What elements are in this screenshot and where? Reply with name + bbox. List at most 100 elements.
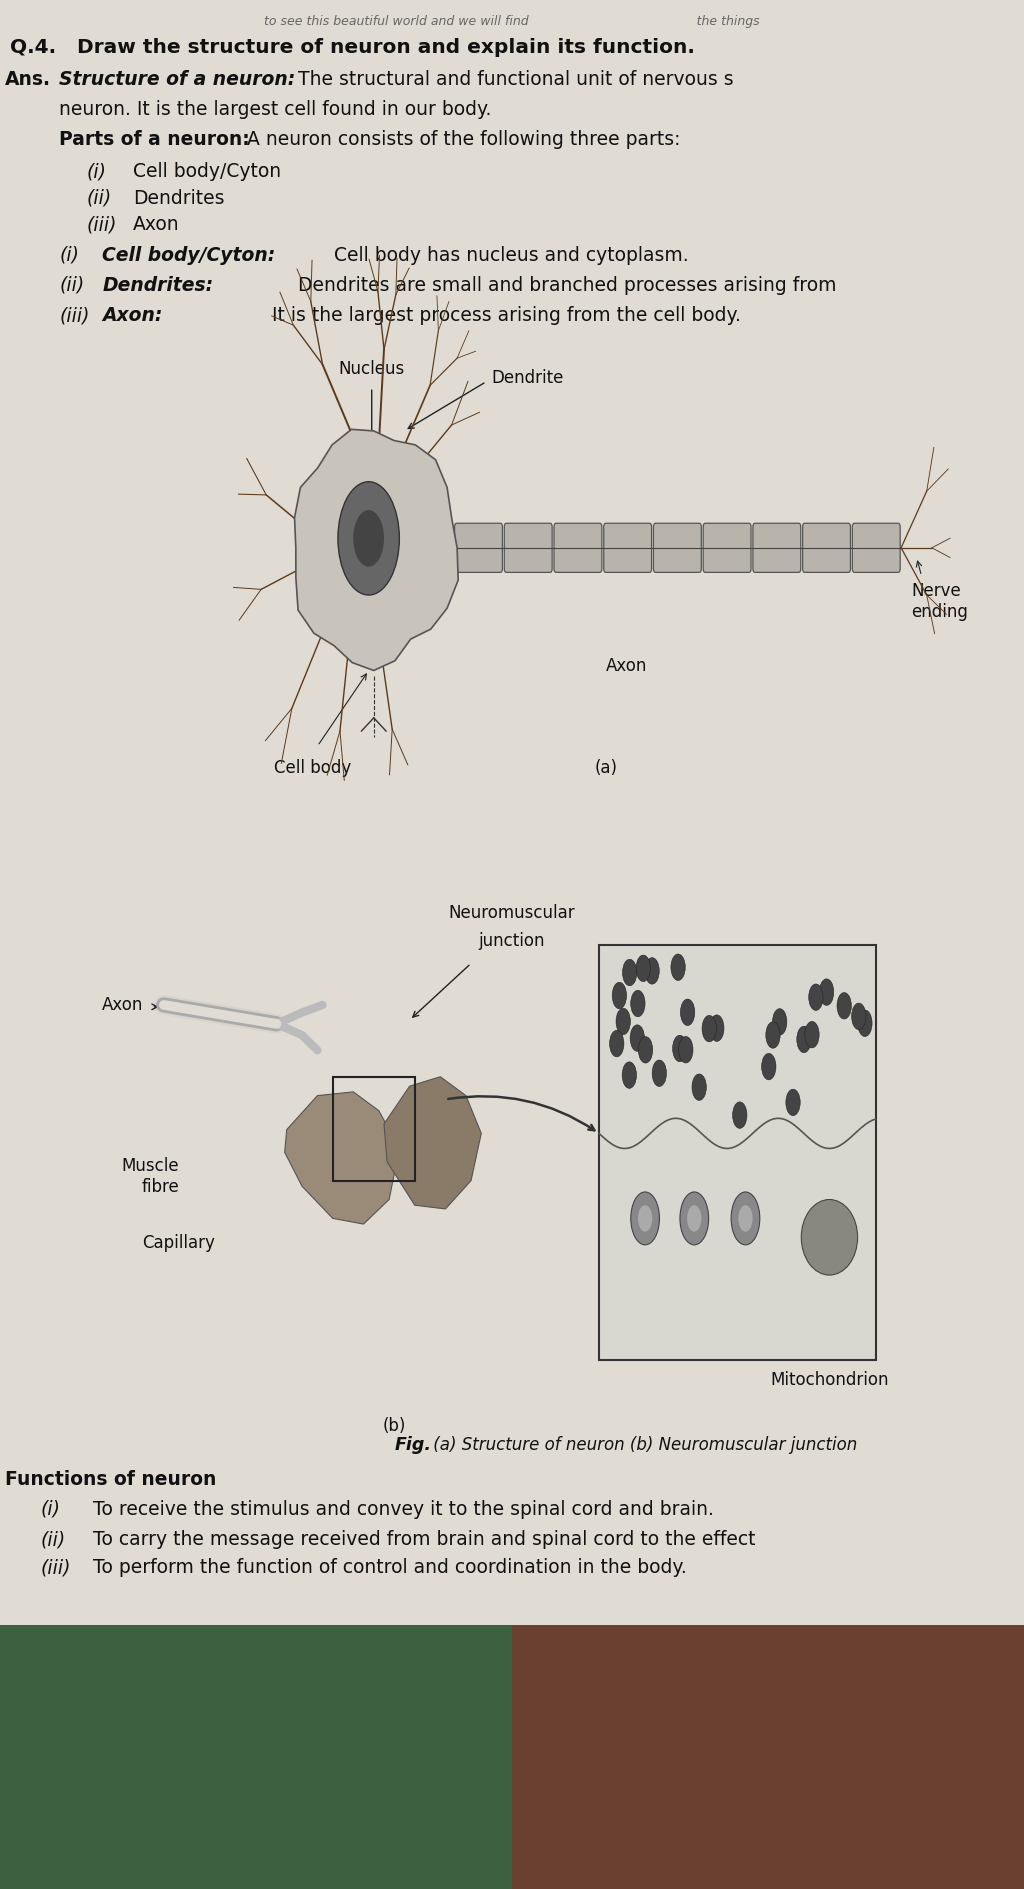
Text: Structure of a neuron:: Structure of a neuron: [59,70,296,89]
Polygon shape [384,1077,481,1209]
Text: (i): (i) [41,1500,61,1519]
Text: (i): (i) [87,162,108,181]
Circle shape [797,1026,811,1052]
Text: Dendrite: Dendrite [492,368,564,387]
Circle shape [858,1011,872,1037]
Text: Nucleus: Nucleus [339,359,404,378]
Text: (iii): (iii) [41,1558,72,1577]
Text: Parts of a neuron:: Parts of a neuron: [59,130,250,149]
Circle shape [353,510,384,567]
FancyBboxPatch shape [455,523,503,572]
FancyBboxPatch shape [554,523,602,572]
FancyBboxPatch shape [653,523,701,572]
Circle shape [616,1009,631,1035]
Text: Cell body/Cyton: Cell body/Cyton [133,162,282,181]
Text: to see this beautiful world and we will find                                    : to see this beautiful world and we will … [264,15,760,28]
Text: Fig.: Fig. [394,1436,431,1455]
Text: (iii): (iii) [87,215,118,234]
Text: To receive the stimulus and convey it to the spinal cord and brain.: To receive the stimulus and convey it to… [87,1500,714,1519]
Text: Nerve
ending: Nerve ending [911,582,969,621]
Text: It is the largest process arising from the cell body.: It is the largest process arising from t… [266,306,741,325]
Text: Dendrites: Dendrites [133,189,224,208]
Text: To carry the message received from brain and spinal cord to the effect: To carry the message received from brain… [87,1530,756,1549]
Circle shape [680,999,694,1026]
Circle shape [692,1075,707,1101]
Text: (a): (a) [594,759,617,778]
Text: Mitochondrion: Mitochondrion [770,1371,889,1390]
Text: Dendrites are small and branched processes arising from: Dendrites are small and branched process… [292,276,837,295]
FancyBboxPatch shape [703,523,751,572]
Circle shape [638,1037,652,1064]
Text: (ii): (ii) [59,276,85,295]
Circle shape [612,982,627,1009]
Text: The structural and functional unit of nervous s: The structural and functional unit of ne… [292,70,733,89]
Circle shape [772,1009,786,1035]
Bar [512,1625,1024,1889]
Circle shape [671,954,685,980]
Text: (ii): (ii) [87,189,113,208]
Circle shape [623,960,637,986]
Circle shape [673,1035,687,1062]
Circle shape [852,1003,866,1030]
Text: Axon:: Axon: [102,306,163,325]
Circle shape [687,1205,701,1232]
Bar [333,1077,415,1181]
Circle shape [766,1022,780,1048]
Text: Capillary: Capillary [142,1234,215,1252]
Circle shape [631,990,645,1016]
Circle shape [738,1205,753,1232]
Text: (b): (b) [383,1417,406,1436]
Text: (ii): (ii) [41,1530,67,1549]
Text: junction: junction [479,931,545,950]
Text: Dendrites:: Dendrites: [102,276,214,295]
FancyBboxPatch shape [852,523,900,572]
Circle shape [631,1192,659,1245]
FancyBboxPatch shape [753,523,801,572]
Text: (a) Structure of neuron (b) Neuromuscular junction: (a) Structure of neuron (b) Neuromuscula… [428,1436,857,1455]
Circle shape [338,482,399,595]
Text: neuron. It is the largest cell found in our body.: neuron. It is the largest cell found in … [59,100,492,119]
Circle shape [630,1026,644,1052]
FancyBboxPatch shape [0,0,1024,1625]
Circle shape [762,1054,776,1081]
Polygon shape [285,1092,399,1224]
Circle shape [645,958,659,984]
Bar [599,944,876,1360]
Circle shape [652,1060,667,1086]
Circle shape [609,1030,624,1056]
Text: Axon: Axon [605,657,647,676]
Circle shape [710,1014,724,1041]
Text: Neuromuscular: Neuromuscular [449,903,575,922]
Text: Draw the structure of neuron and explain its function.: Draw the structure of neuron and explain… [77,38,694,57]
Circle shape [732,1101,746,1128]
Text: A neuron consists of the following three parts:: A neuron consists of the following three… [241,130,680,149]
Circle shape [731,1192,760,1245]
Polygon shape [295,429,458,671]
Text: To perform the function of control and coordination in the body.: To perform the function of control and c… [87,1558,687,1577]
Text: (i): (i) [59,246,80,264]
Polygon shape [189,1035,543,1356]
Circle shape [819,979,834,1005]
Circle shape [837,992,851,1018]
Circle shape [702,1016,717,1043]
Text: Cell body: Cell body [273,759,351,778]
Text: Axon: Axon [133,215,180,234]
Circle shape [680,1192,709,1245]
FancyBboxPatch shape [604,523,651,572]
Circle shape [679,1037,693,1064]
Text: Functions of neuron: Functions of neuron [5,1470,216,1489]
Circle shape [809,984,823,1011]
Circle shape [638,1205,652,1232]
Circle shape [623,1062,637,1088]
FancyBboxPatch shape [803,523,851,572]
Text: Q.4.: Q.4. [10,38,56,57]
Text: Muscle
fibre: Muscle fibre [122,1158,179,1196]
Circle shape [636,956,650,982]
Text: Cell body has nucleus and cytoplasm.: Cell body has nucleus and cytoplasm. [328,246,688,264]
Ellipse shape [802,1200,858,1275]
Circle shape [785,1090,800,1116]
Text: Cell body/Cyton:: Cell body/Cyton: [102,246,275,264]
Text: Axon: Axon [102,996,143,1014]
Bar [0,1625,512,1889]
Circle shape [805,1022,819,1048]
